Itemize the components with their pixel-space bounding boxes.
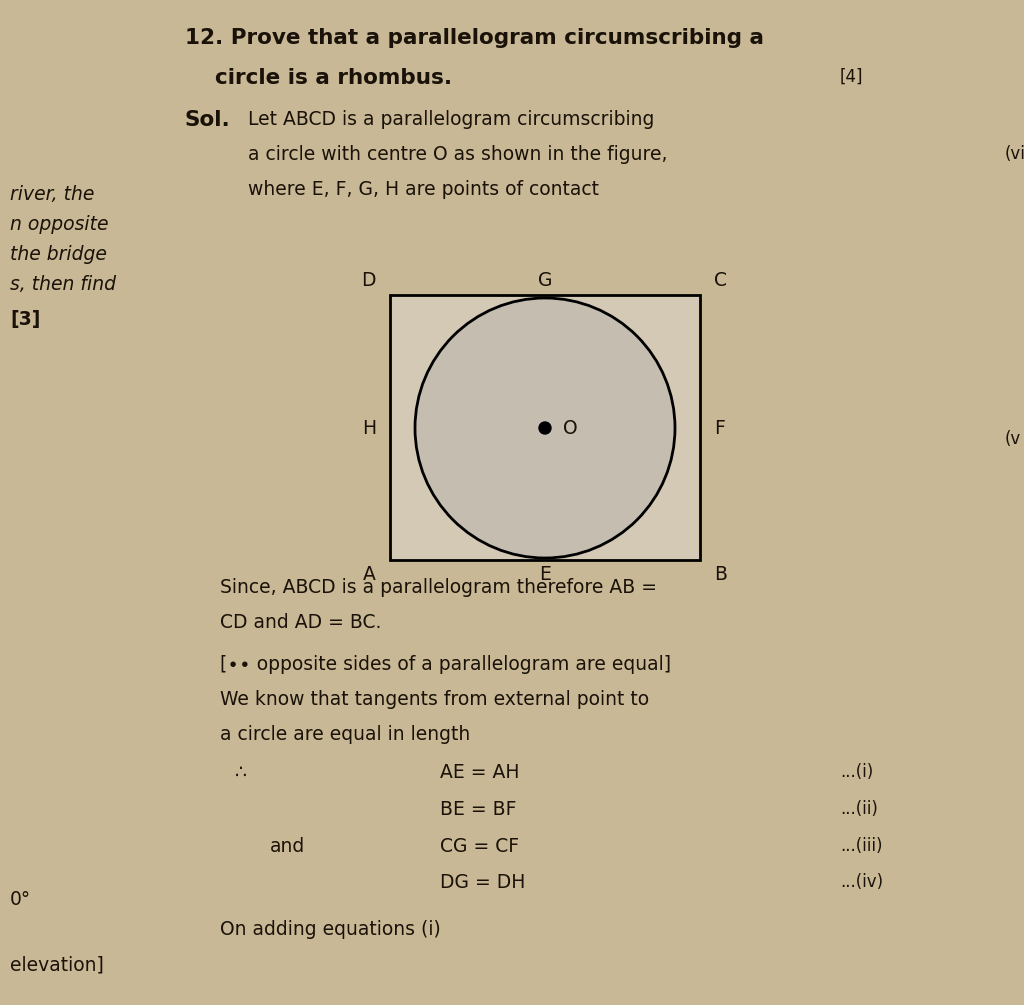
Text: We know that tangents from external point to: We know that tangents from external poin… bbox=[220, 690, 649, 709]
Text: [∙∙ opposite sides of a parallelogram are equal]: [∙∙ opposite sides of a parallelogram ar… bbox=[220, 655, 671, 674]
Text: Let ABCD is a parallelogram circumscribing: Let ABCD is a parallelogram circumscribi… bbox=[248, 110, 654, 129]
Text: BE = BF: BE = BF bbox=[440, 800, 516, 819]
Text: ...(iv): ...(iv) bbox=[840, 873, 883, 891]
Circle shape bbox=[415, 298, 675, 558]
Text: a circle with centre O as shown in the figure,: a circle with centre O as shown in the f… bbox=[248, 145, 668, 164]
Text: where E, F, G, H are points of contact: where E, F, G, H are points of contact bbox=[248, 180, 599, 199]
Text: CG = CF: CG = CF bbox=[440, 837, 519, 856]
Text: 0°: 0° bbox=[10, 890, 31, 909]
Text: elevation]: elevation] bbox=[10, 955, 103, 974]
Text: AE = AH: AE = AH bbox=[440, 763, 519, 782]
Text: H: H bbox=[361, 418, 376, 437]
Text: F: F bbox=[714, 418, 725, 437]
Text: circle is a rhombus.: circle is a rhombus. bbox=[185, 68, 453, 88]
Text: river, the: river, the bbox=[10, 185, 94, 204]
Text: ...(i): ...(i) bbox=[840, 763, 873, 781]
Text: B: B bbox=[714, 565, 727, 584]
Text: Sol.: Sol. bbox=[185, 110, 230, 130]
Text: Since, ABCD is a parallelogram therefore AB =: Since, ABCD is a parallelogram therefore… bbox=[220, 578, 657, 597]
Text: A: A bbox=[364, 565, 376, 584]
Text: E: E bbox=[539, 565, 551, 584]
Text: [3]: [3] bbox=[10, 310, 40, 329]
Text: the bridge: the bridge bbox=[10, 245, 106, 264]
Circle shape bbox=[539, 422, 551, 434]
Text: O: O bbox=[563, 418, 578, 437]
Bar bbox=[390, 295, 700, 560]
Text: 12. Prove that a parallelogram circumscribing a: 12. Prove that a parallelogram circumscr… bbox=[185, 28, 764, 48]
Text: [4]: [4] bbox=[840, 68, 863, 86]
Text: D: D bbox=[361, 271, 376, 290]
Text: n opposite: n opposite bbox=[10, 215, 109, 234]
Text: s, then find: s, then find bbox=[10, 275, 116, 294]
Text: ∴: ∴ bbox=[234, 763, 247, 782]
Text: CD and AD = BC.: CD and AD = BC. bbox=[220, 613, 381, 632]
Text: G: G bbox=[538, 271, 552, 290]
Text: ...(iii): ...(iii) bbox=[840, 837, 883, 855]
Text: C: C bbox=[714, 271, 727, 290]
Text: On adding equations (i): On adding equations (i) bbox=[220, 920, 440, 939]
Text: a circle are equal in length: a circle are equal in length bbox=[220, 725, 470, 744]
Text: DG = DH: DG = DH bbox=[440, 873, 525, 892]
Text: (v: (v bbox=[1005, 430, 1021, 448]
Text: (vi: (vi bbox=[1005, 145, 1024, 163]
Text: ...(ii): ...(ii) bbox=[840, 800, 878, 818]
Text: and: and bbox=[270, 837, 305, 856]
